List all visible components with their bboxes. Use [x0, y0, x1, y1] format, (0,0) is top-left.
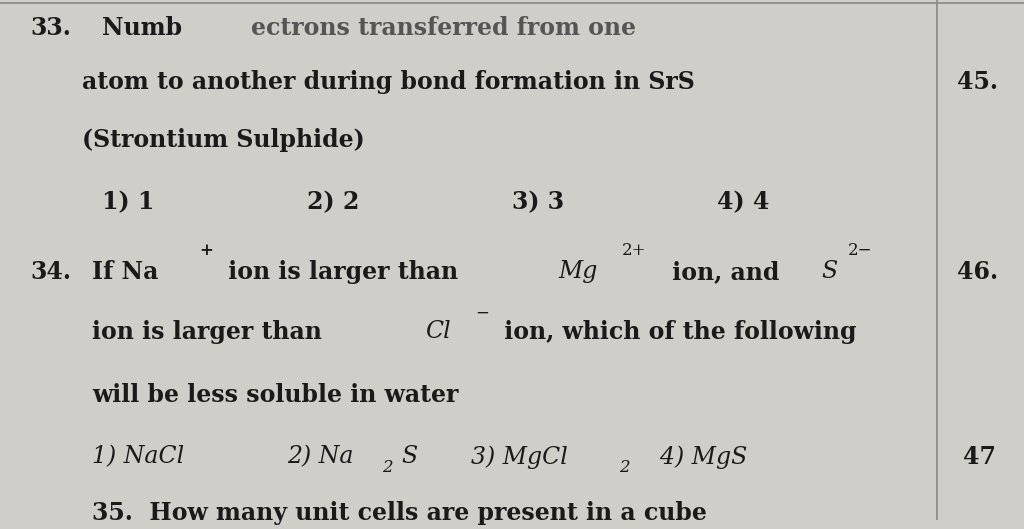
Text: ion, and: ion, and	[664, 260, 787, 284]
Text: S: S	[821, 260, 838, 283]
Text: 4) MgS: 4) MgS	[645, 445, 748, 469]
Text: If Na: If Na	[92, 260, 159, 284]
Text: 2: 2	[620, 459, 630, 476]
Text: Cl: Cl	[425, 320, 451, 343]
Text: 47: 47	[963, 445, 995, 469]
Text: 45.: 45.	[957, 70, 998, 94]
Text: 2: 2	[382, 459, 392, 476]
Text: 2+: 2+	[622, 242, 646, 259]
Text: 3) 3: 3) 3	[512, 190, 564, 214]
Text: 1) 1: 1) 1	[102, 190, 155, 214]
Text: 3) MgCl: 3) MgCl	[471, 445, 567, 469]
Text: 4) 4: 4) 4	[717, 190, 769, 214]
Text: ion is larger than: ion is larger than	[92, 320, 331, 344]
Text: ion, which of the following: ion, which of the following	[496, 320, 856, 344]
Text: 33.: 33.	[31, 16, 72, 40]
Text: 2) 2: 2) 2	[307, 190, 359, 214]
Text: 2) Na: 2) Na	[287, 445, 353, 468]
Text: S: S	[401, 445, 418, 468]
Text: ion is larger than: ion is larger than	[220, 260, 467, 284]
Text: 1) NaCl: 1) NaCl	[92, 445, 184, 468]
Text: 46.: 46.	[957, 260, 998, 284]
Text: ectrons transferred from one: ectrons transferred from one	[251, 16, 636, 40]
Text: Mg: Mg	[558, 260, 597, 283]
Text: Numb: Numb	[102, 16, 182, 40]
Text: will be less soluble in water: will be less soluble in water	[92, 382, 459, 407]
Text: 2−: 2−	[848, 242, 872, 259]
Text: 35.  How many unit cells are present in a cube: 35. How many unit cells are present in a…	[92, 501, 707, 525]
Text: (Strontium Sulphide): (Strontium Sulphide)	[82, 127, 365, 151]
Text: −: −	[475, 305, 489, 322]
Text: +: +	[200, 242, 214, 259]
Text: 34.: 34.	[31, 260, 72, 284]
Text: atom to another during bond formation in SrS: atom to another during bond formation in…	[82, 70, 694, 94]
